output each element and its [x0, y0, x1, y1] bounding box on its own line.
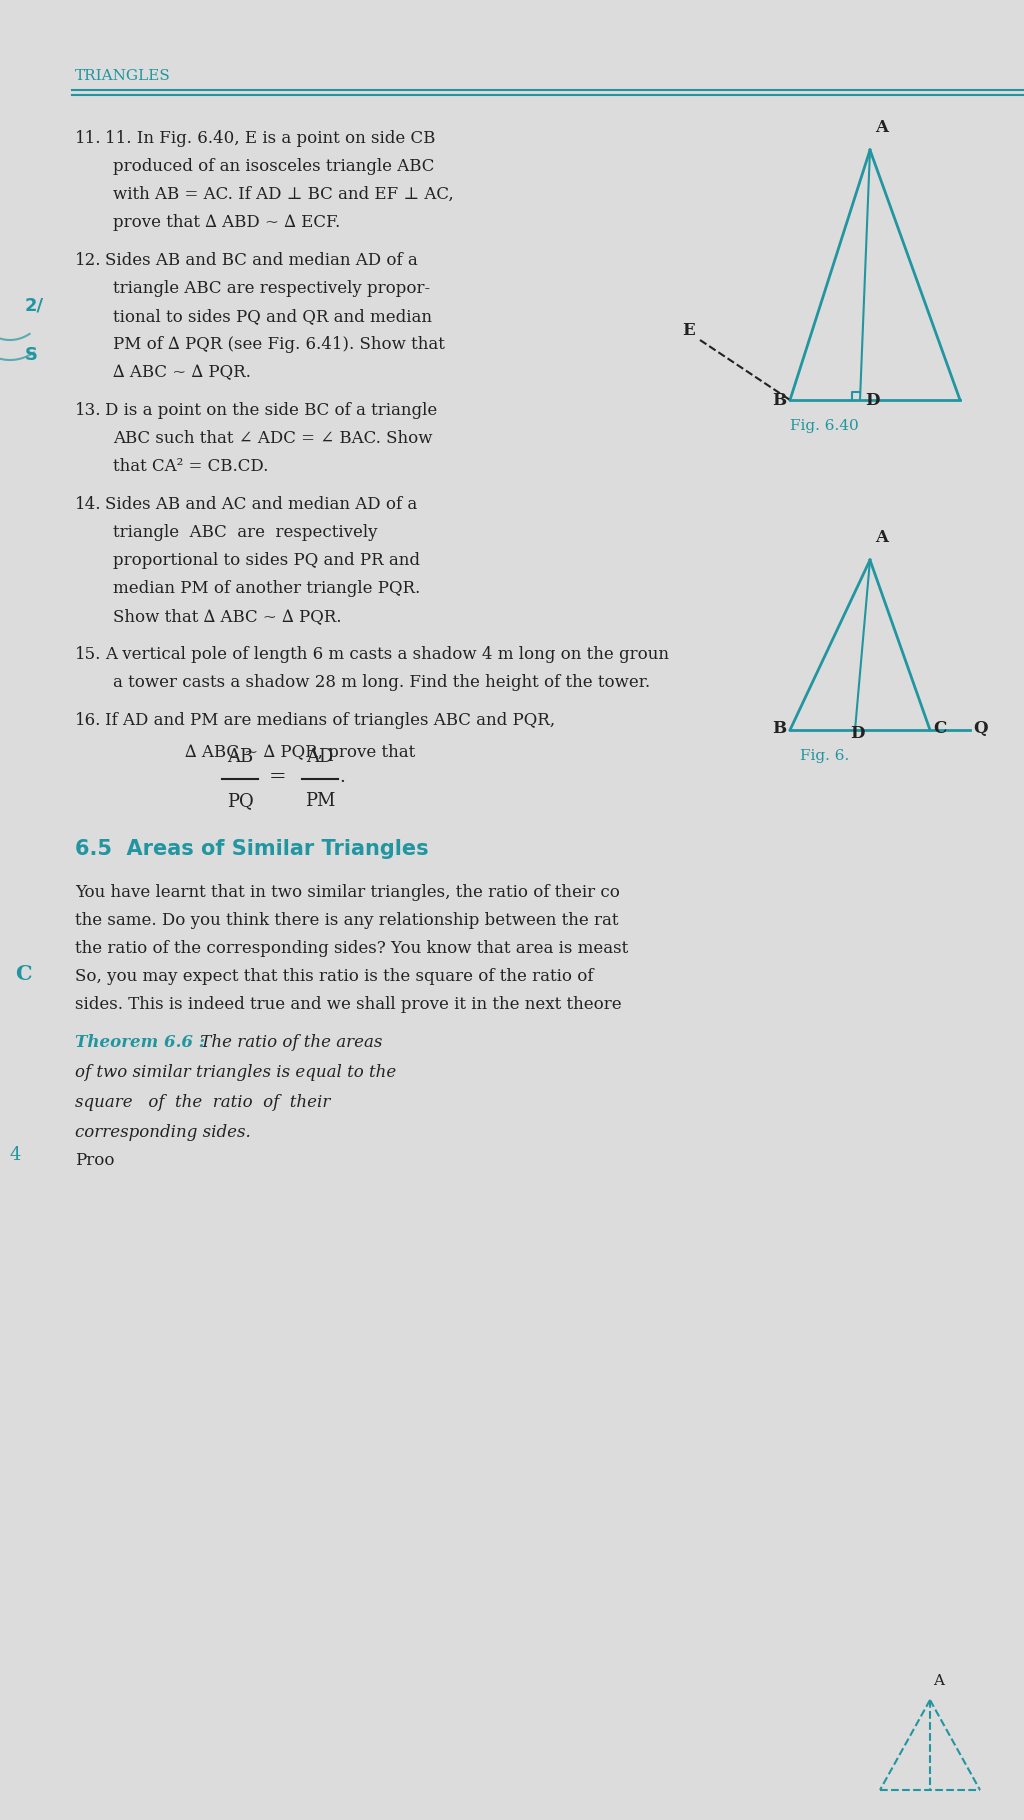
Text: 11.: 11. — [75, 129, 101, 147]
Text: D: D — [850, 724, 864, 743]
Text: B: B — [772, 391, 786, 410]
Text: ∆ ABC ~ ∆ PQR.: ∆ ABC ~ ∆ PQR. — [113, 364, 251, 380]
Text: S: S — [25, 346, 38, 364]
Text: Show that ∆ ABC ~ ∆ PQR.: Show that ∆ ABC ~ ∆ PQR. — [113, 608, 341, 624]
Text: PM of ∆ PQR (see Fig. 6.41). Show that: PM of ∆ PQR (see Fig. 6.41). Show that — [113, 337, 444, 353]
Text: 6.5  Areas of Similar Triangles: 6.5 Areas of Similar Triangles — [75, 839, 429, 859]
Text: ABC such that ∠ ADC = ∠ BAC. Show: ABC such that ∠ ADC = ∠ BAC. Show — [113, 430, 432, 448]
Text: tional to sides PQ and QR and median: tional to sides PQ and QR and median — [113, 308, 432, 326]
Text: a tower casts a shadow 28 m long. Find the height of the tower.: a tower casts a shadow 28 m long. Find t… — [113, 673, 650, 692]
Text: 11. In Fig. 6.40, E is a point on side CB: 11. In Fig. 6.40, E is a point on side C… — [105, 129, 435, 147]
Text: with AB = AC. If AD ⊥ BC and EF ⊥ AC,: with AB = AC. If AD ⊥ BC and EF ⊥ AC, — [113, 186, 454, 204]
Text: Proo: Proo — [75, 1152, 115, 1168]
Text: 16.: 16. — [75, 712, 101, 730]
Text: A: A — [933, 1674, 944, 1687]
Text: E: E — [682, 322, 694, 339]
Text: triangle  ABC  are  respectively: triangle ABC are respectively — [113, 524, 378, 541]
Text: proportional to sides PQ and PR and: proportional to sides PQ and PR and — [113, 551, 420, 570]
Text: If AD and PM are medians of triangles ABC and PQR,: If AD and PM are medians of triangles AB… — [105, 712, 555, 730]
Text: PQ: PQ — [226, 792, 253, 810]
Text: C: C — [933, 721, 946, 737]
Text: prove that ∆ ABD ~ ∆ ECF.: prove that ∆ ABD ~ ∆ ECF. — [113, 215, 340, 231]
Text: of two similar triangles is equal to the: of two similar triangles is equal to the — [75, 1065, 396, 1081]
Text: 14.: 14. — [75, 497, 101, 513]
Text: .: . — [339, 768, 345, 786]
Text: Sides AB and AC and median AD of a: Sides AB and AC and median AD of a — [105, 497, 417, 513]
Text: You have learnt that in two similar triangles, the ratio of their co: You have learnt that in two similar tria… — [75, 885, 620, 901]
Text: 13.: 13. — [75, 402, 101, 419]
Text: that CA² = CB.CD.: that CA² = CB.CD. — [113, 459, 268, 475]
Text: The ratio of the areas: The ratio of the areas — [195, 1034, 382, 1050]
Text: D: D — [865, 391, 880, 410]
Text: 15.: 15. — [75, 646, 101, 662]
Text: C: C — [15, 965, 32, 985]
Text: B: B — [772, 721, 786, 737]
Text: sides. This is indeed true and we shall prove it in the next theore: sides. This is indeed true and we shall … — [75, 996, 622, 1014]
Text: 12.: 12. — [75, 251, 101, 269]
Text: ∆ ABC ~ ∆ PQR, prove that: ∆ ABC ~ ∆ PQR, prove that — [185, 744, 416, 761]
Text: the ratio of the corresponding sides? You know that area is meast: the ratio of the corresponding sides? Yo… — [75, 939, 629, 957]
Text: TRIANGLES: TRIANGLES — [75, 69, 171, 84]
Text: Sides AB and BC and median AD of a: Sides AB and BC and median AD of a — [105, 251, 418, 269]
Text: produced of an isosceles triangle ABC: produced of an isosceles triangle ABC — [113, 158, 434, 175]
Text: A: A — [874, 530, 888, 546]
Text: corresponding sides.: corresponding sides. — [75, 1125, 251, 1141]
Text: Fig. 6.: Fig. 6. — [800, 750, 849, 763]
Text: =: = — [269, 768, 287, 786]
Text: A vertical pole of length 6 m casts a shadow 4 m long on the groun: A vertical pole of length 6 m casts a sh… — [105, 646, 669, 662]
Text: median PM of another triangle PQR.: median PM of another triangle PQR. — [113, 581, 420, 597]
Text: Fig. 6.40: Fig. 6.40 — [790, 419, 859, 433]
Text: triangle ABC are respectively propor-: triangle ABC are respectively propor- — [113, 280, 430, 297]
Text: the same. Do you think there is any relationship between the rat: the same. Do you think there is any rela… — [75, 912, 618, 928]
Text: 4: 4 — [10, 1147, 22, 1165]
Text: AB: AB — [227, 748, 253, 766]
Text: PM: PM — [305, 792, 335, 810]
Text: 2/: 2/ — [25, 297, 44, 315]
Text: A: A — [874, 118, 888, 136]
Text: D is a point on the side BC of a triangle: D is a point on the side BC of a triangl… — [105, 402, 437, 419]
Text: Theorem 6.6 :: Theorem 6.6 : — [75, 1034, 205, 1050]
Text: So, you may expect that this ratio is the square of the ratio of: So, you may expect that this ratio is th… — [75, 968, 594, 985]
Text: Q: Q — [973, 721, 987, 737]
Text: square   of  the  ratio  of  their: square of the ratio of their — [75, 1094, 331, 1110]
Text: AD: AD — [306, 748, 334, 766]
